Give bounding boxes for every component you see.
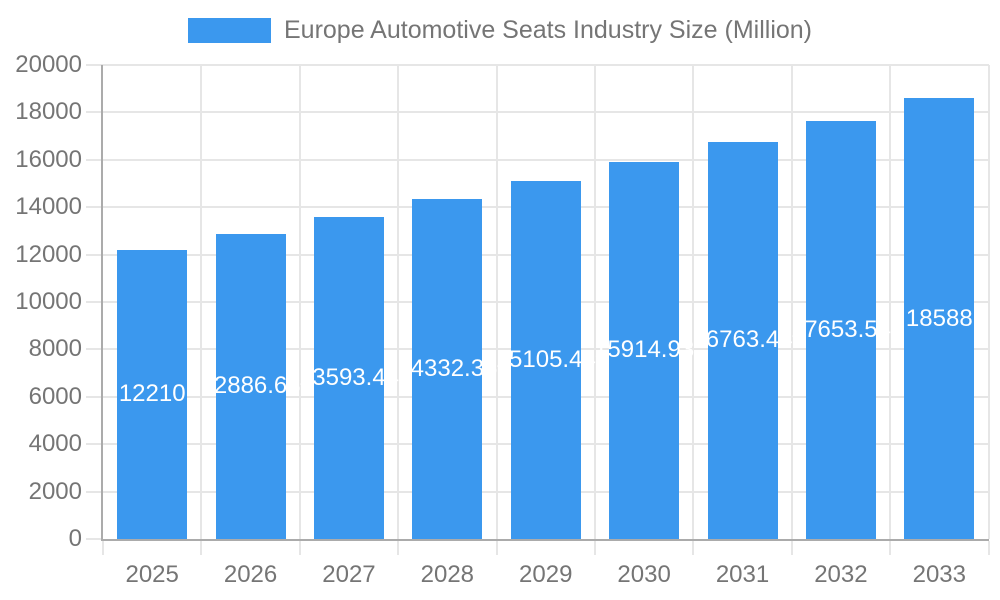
bar[interactable]: 12886.63	[201, 233, 301, 539]
gridline-vertical	[298, 65, 301, 539]
gridline-vertical	[790, 65, 793, 539]
y-axis-tick-mark	[86, 206, 103, 209]
x-axis-tick-mark	[495, 541, 498, 555]
y-axis-tick-label: 2000	[28, 477, 82, 505]
y-axis-tick-mark	[86, 538, 103, 540]
bar-value-label: 18588	[905, 304, 973, 332]
bar-value-label: 13593.44	[298, 363, 400, 391]
y-axis-line	[101, 65, 103, 541]
legend-label: Europe Automotive Seats Industry Size (M…	[283, 16, 812, 44]
x-axis-tick-mark	[298, 541, 301, 555]
x-axis-tick-mark	[889, 541, 892, 555]
bar[interactable]: 15105.44	[496, 181, 596, 539]
bar[interactable]: 14332.35	[397, 199, 497, 539]
y-axis-tick-label: 12000	[15, 240, 82, 268]
x-axis-line	[101, 539, 989, 541]
y-axis-tick-mark	[86, 490, 103, 493]
gridline-vertical	[889, 65, 892, 539]
bar-value-label: 14332.35	[397, 355, 498, 383]
bar[interactable]: 13593.44	[299, 216, 399, 539]
y-axis-tick-mark	[86, 443, 103, 446]
y-axis-tick-mark	[86, 111, 103, 114]
y-axis-tick-label: 20000	[15, 51, 82, 78]
x-axis-tick-mark	[200, 541, 203, 555]
x-axis-tick-mark	[987, 541, 990, 555]
x-axis-tick-label: 2033	[912, 561, 966, 588]
x-axis-tick-mark	[102, 541, 104, 555]
x-axis-tick-mark	[593, 541, 596, 555]
bar[interactable]: 16763.44	[692, 141, 793, 539]
x-axis-tick-label: 2029	[519, 561, 573, 588]
bar-value-label: 15914.93	[594, 336, 695, 364]
gridline-vertical	[987, 65, 990, 539]
x-axis-tick-mark	[397, 541, 400, 555]
chart-legend: Europe Automotive Seats Industry Size (M…	[0, 16, 1000, 45]
x-axis-tick-label: 2030	[617, 561, 671, 588]
y-axis-tick-label: 14000	[15, 193, 82, 221]
y-axis-tick-label: 0	[68, 525, 82, 552]
y-axis-tick-label: 18000	[15, 98, 82, 126]
bar[interactable]: 15914.93	[594, 161, 694, 539]
y-axis-tick-mark	[86, 253, 103, 256]
x-axis-tick-label: 2027	[322, 561, 376, 588]
bar[interactable]: 12210	[117, 249, 188, 539]
x-axis-tick-label: 2025	[125, 561, 179, 588]
bar-value-label: 12886.63	[200, 372, 301, 400]
legend-item[interactable]: Europe Automotive Seats Industry Size (M…	[187, 16, 812, 45]
gridline-horizontal	[103, 111, 989, 114]
y-axis-tick-mark	[86, 301, 103, 303]
gridline-horizontal	[103, 158, 989, 161]
y-axis-tick-label: 16000	[15, 145, 82, 173]
x-axis-tick-label: 2026	[223, 561, 278, 588]
gridline-vertical	[200, 65, 203, 539]
y-axis-tick-mark	[86, 64, 103, 66]
legend-swatch-icon	[187, 18, 271, 43]
y-axis-tick-mark	[86, 395, 103, 398]
x-axis-tick-mark	[790, 541, 793, 555]
gridline-vertical	[692, 65, 695, 539]
y-axis-tick-mark	[86, 348, 103, 351]
bar-value-label: 16763.44	[692, 326, 793, 354]
x-axis-tick-label: 2032	[814, 561, 868, 588]
y-axis-tick-label: 8000	[28, 335, 82, 363]
x-axis-tick-mark	[692, 541, 695, 555]
gridline-horizontal	[103, 64, 989, 66]
bar-value-label: 15105.44	[495, 345, 596, 373]
gridline-vertical	[495, 65, 498, 539]
x-axis-tick-label: 2031	[715, 561, 770, 588]
y-axis-tick-label: 4000	[28, 430, 82, 458]
bar[interactable]: 18588	[904, 98, 975, 539]
bar[interactable]: 17653.54	[791, 120, 891, 539]
bar-value-label: 17653.54	[790, 315, 891, 343]
gridline-vertical	[397, 65, 400, 539]
x-axis-tick-label: 2028	[420, 561, 475, 588]
y-axis-tick-label: 6000	[28, 382, 82, 410]
y-axis-tick-mark	[86, 158, 103, 161]
bar-value-label: 12210	[118, 380, 186, 408]
y-axis-tick-label: 10000	[15, 288, 82, 315]
gridline-vertical	[593, 65, 596, 539]
